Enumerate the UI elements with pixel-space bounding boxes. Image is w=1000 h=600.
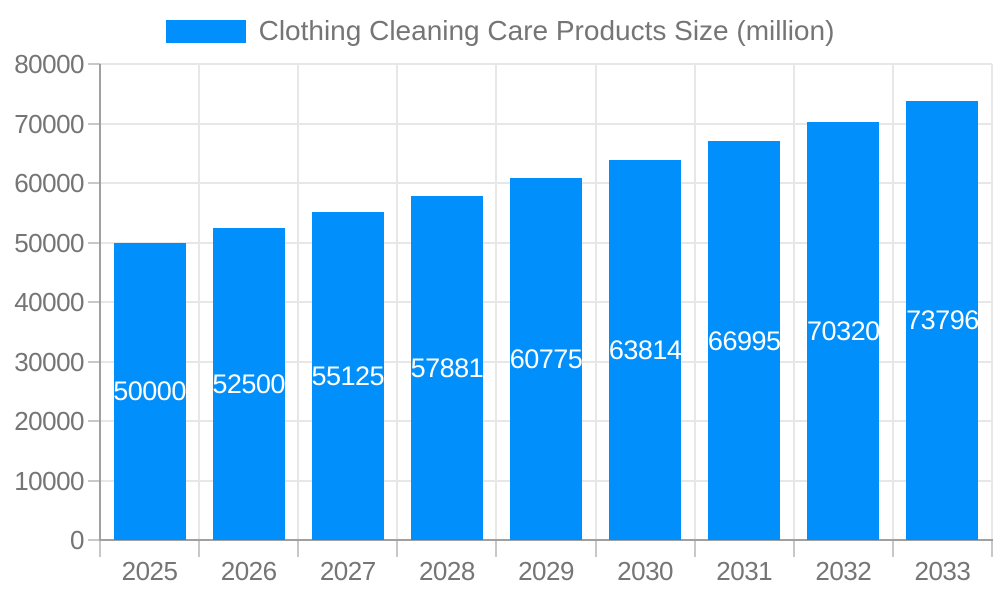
y-axis-tick-label: 50000 bbox=[14, 227, 84, 258]
x-tick bbox=[495, 540, 498, 557]
y-tick bbox=[88, 420, 100, 422]
x-axis-tick-label: 2025 bbox=[121, 556, 178, 586]
bar-value-label: 55125 bbox=[311, 361, 385, 391]
y-axis-tick-label: 20000 bbox=[14, 406, 84, 436]
bar-2028[interactable] bbox=[410, 195, 483, 540]
x-axis-tick-label: 2026 bbox=[220, 556, 277, 586]
y-tick bbox=[88, 241, 100, 244]
bar-2025[interactable] bbox=[113, 242, 186, 540]
x-axis-tick-label: 2032 bbox=[815, 556, 872, 586]
x-axis-tick-label: 2033 bbox=[914, 556, 971, 586]
x-axis-tick-label: 2031 bbox=[716, 556, 773, 586]
y-tick bbox=[88, 539, 100, 541]
bar-value-label: 60775 bbox=[509, 344, 583, 375]
y-gridline bbox=[100, 63, 992, 65]
x-tick bbox=[891, 540, 894, 557]
y-tick bbox=[88, 479, 100, 482]
x-gridline bbox=[693, 64, 696, 540]
bar-value-label: 63814 bbox=[608, 335, 682, 366]
bar-2030[interactable] bbox=[609, 160, 682, 540]
x-gridline bbox=[495, 64, 498, 540]
y-axis-tick-label: 0 bbox=[70, 525, 84, 555]
bar-value-label: 70320 bbox=[807, 315, 880, 346]
bar-value-label: 52500 bbox=[212, 368, 285, 399]
x-gridline bbox=[396, 64, 399, 540]
x-tick bbox=[991, 540, 993, 557]
y-tick bbox=[88, 360, 100, 363]
y-axis-tick-label: 70000 bbox=[14, 108, 84, 139]
bar-2026[interactable] bbox=[212, 227, 285, 540]
x-tick bbox=[792, 540, 795, 557]
x-gridline bbox=[792, 64, 795, 540]
bar-value-label: 50000 bbox=[113, 376, 186, 407]
y-tick bbox=[88, 301, 100, 303]
bar-2029[interactable] bbox=[510, 178, 582, 540]
x-gridline bbox=[891, 64, 894, 540]
x-tick bbox=[297, 540, 300, 557]
x-tick bbox=[99, 540, 101, 557]
bar-2032[interactable] bbox=[807, 121, 880, 540]
y-tick bbox=[88, 182, 100, 184]
bar-2033[interactable] bbox=[906, 100, 979, 540]
y-axis-line bbox=[99, 64, 101, 540]
y-axis-tick-label: 60000 bbox=[14, 168, 84, 198]
x-gridline bbox=[991, 64, 993, 540]
y-axis-tick-label: 80000 bbox=[14, 49, 84, 79]
y-tick bbox=[88, 122, 100, 125]
bar-value-label: 73796 bbox=[906, 305, 979, 336]
legend-label: Clothing Cleaning Care Products Size (mi… bbox=[258, 15, 835, 46]
bar-2031[interactable] bbox=[708, 141, 781, 540]
x-axis-tick-label: 2029 bbox=[518, 556, 574, 586]
y-axis-tick-label: 10000 bbox=[14, 465, 84, 496]
x-tick bbox=[693, 540, 696, 557]
bar-value-label: 66995 bbox=[707, 325, 781, 356]
x-gridline bbox=[297, 64, 300, 540]
x-axis-line bbox=[99, 539, 993, 541]
y-axis-tick-label: 30000 bbox=[14, 346, 84, 377]
x-gridline bbox=[594, 64, 597, 540]
y-tick bbox=[88, 63, 100, 65]
legend-item[interactable]: Clothing Cleaning Care Products Size (mi… bbox=[0, 15, 1000, 46]
x-axis-tick-label: 2030 bbox=[617, 556, 674, 586]
y-gridline bbox=[100, 122, 992, 125]
x-axis-tick-label: 2027 bbox=[319, 556, 376, 586]
x-axis-tick-label: 2028 bbox=[418, 556, 475, 586]
legend-swatch-icon bbox=[165, 19, 246, 43]
y-axis-tick-label: 40000 bbox=[14, 287, 84, 317]
bar-value-label: 57881 bbox=[410, 352, 484, 383]
x-tick bbox=[594, 540, 597, 557]
bar-2027[interactable] bbox=[311, 212, 384, 540]
x-gridline bbox=[198, 64, 201, 540]
x-tick bbox=[198, 540, 201, 557]
x-tick bbox=[396, 540, 399, 557]
